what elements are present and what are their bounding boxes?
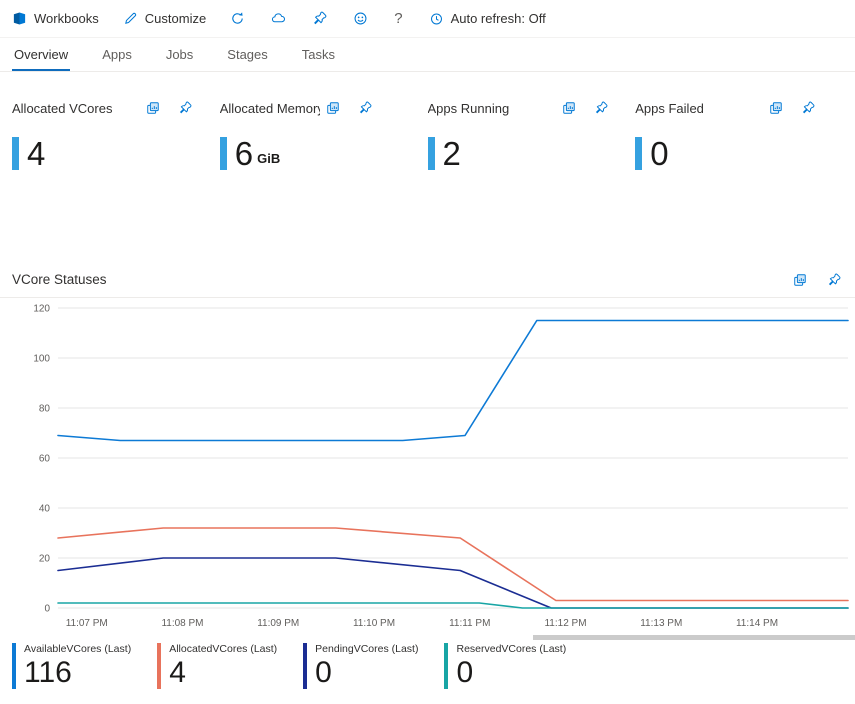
copy-icon[interactable] (146, 101, 160, 115)
legend-value: 0 (315, 656, 332, 689)
vcore-chart-svg: 0 20 40 60 80 100 120 11:07 PM 11:08 PM 11:09 PM 1… (33, 304, 849, 629)
auto-refresh-label: Auto refresh: Off (450, 11, 546, 26)
workbooks-button[interactable]: Workbooks (12, 11, 99, 26)
legend-item-3: ReservedVCores (Last) 0 (444, 643, 566, 689)
svg-text:80: 80 (39, 404, 51, 415)
tile-unit: GiB (257, 151, 281, 166)
svg-text:11:10 PM: 11:10 PM (353, 618, 395, 629)
feedback-button[interactable] (353, 11, 368, 26)
value-bar (635, 136, 643, 170)
workbooks-icon (12, 11, 27, 26)
customize-label: Customize (144, 11, 207, 26)
copy-icon[interactable] (562, 101, 576, 115)
tile-title: Allocated VCores (12, 100, 113, 116)
tile-allocated-vcores: Allocated VCores 4 (12, 98, 220, 172)
legend-label: AvailableVCores (Last) (24, 643, 132, 655)
pin-icon[interactable] (827, 273, 841, 287)
pin-icon[interactable] (594, 101, 608, 115)
legend-value: 116 (24, 656, 72, 689)
tab-apps[interactable]: Apps (102, 47, 132, 62)
svg-text:11:08 PM: 11:08 PM (161, 618, 203, 629)
pin-icon[interactable] (801, 101, 815, 115)
tile-value: 0 (650, 135, 669, 172)
pencil-icon (123, 11, 138, 26)
tile-apps-failed: Apps Failed 0 (635, 98, 843, 172)
svg-text:11:14 PM: 11:14 PM (736, 618, 778, 629)
chart-legend: AvailableVCores (Last) 116 AllocatedVCor… (0, 634, 855, 689)
legend-color-bar (12, 643, 16, 689)
tile-value: 4 (27, 135, 46, 172)
value-bar (12, 136, 19, 170)
help-button[interactable]: ? (394, 11, 402, 26)
svg-text:11:12 PM: 11:12 PM (544, 618, 586, 629)
legend-label: ReservedVCores (Last) (456, 643, 567, 655)
pin-icon[interactable] (178, 101, 192, 115)
tile-value: 6 (234, 135, 254, 172)
workbooks-label: Workbooks (34, 11, 99, 26)
toolbar: Workbooks Customize ? Auto refresh: Off (0, 0, 855, 38)
tile-title: Apps Running (427, 100, 510, 116)
tile-title: Apps Failed (635, 100, 704, 116)
svg-text:100: 100 (33, 354, 50, 365)
customize-button[interactable]: Customize (123, 11, 206, 26)
copy-icon[interactable] (769, 101, 783, 115)
metric-tiles-row: Allocated VCores 4 Allocated Memory 6 Gi… (0, 72, 855, 172)
copy-icon[interactable] (793, 273, 807, 287)
question-mark-icon: ? (394, 10, 403, 27)
vcore-chart[interactable]: 0 20 40 60 80 100 120 11:07 PM 11:08 PM 11:09 PM 1… (0, 298, 855, 634)
tile-apps-running: Apps Running 2 (427, 98, 636, 172)
legend-label: AllocatedVCores (Last) (169, 643, 278, 655)
tile-title: Allocated Memory (219, 100, 320, 116)
tile-value: 2 (442, 135, 461, 172)
svg-text:11:13 PM: 11:13 PM (640, 618, 682, 629)
legend-value: 4 (169, 656, 186, 689)
legend-color-bar (157, 643, 162, 689)
svg-text:60: 60 (39, 454, 51, 465)
section-title: VCore Statuses (12, 272, 107, 287)
legend-item-1: AllocatedVCores (Last) 4 (157, 643, 277, 689)
vcore-statuses-section: VCore Statuses 0 20 40 60 80 100 120 11:07 PM 11… (0, 272, 855, 689)
svg-text:11:11 PM: 11:11 PM (449, 618, 490, 629)
section-divider (0, 297, 855, 298)
smiley-icon (353, 11, 368, 26)
legend-value: 0 (456, 656, 474, 689)
svg-text:40: 40 (39, 504, 51, 515)
tile-allocated-memory: Allocated Memory 6 GiB (219, 98, 428, 172)
svg-text:120: 120 (33, 304, 50, 315)
legend-label: PendingVCores (Last) (315, 643, 419, 655)
tab-stages[interactable]: Stages (227, 47, 268, 62)
tab-overview[interactable]: Overview (12, 38, 71, 71)
tab-bar: Overview Apps Jobs Stages Tasks (0, 38, 855, 72)
legend-item-2: PendingVCores (Last) 0 (303, 643, 418, 689)
refresh-button[interactable] (230, 11, 245, 26)
clock-icon (429, 11, 444, 26)
legend-item-0: AvailableVCores (Last) 116 (12, 643, 131, 689)
pin-icon[interactable] (358, 101, 372, 115)
cloud-icon (271, 11, 286, 26)
svg-text:11:07 PM: 11:07 PM (66, 618, 108, 629)
svg-text:20: 20 (39, 554, 51, 565)
svg-text:0: 0 (44, 604, 50, 615)
legend-color-bar (303, 643, 308, 689)
copy-icon[interactable] (326, 101, 340, 115)
horizontal-scrollbar[interactable] (533, 635, 855, 640)
value-bar (219, 136, 227, 170)
pin-button[interactable] (312, 11, 327, 26)
auto-refresh-button[interactable]: Auto refresh: Off (429, 11, 546, 26)
pin-icon (312, 11, 327, 26)
tab-tasks[interactable]: Tasks (301, 47, 336, 62)
open-button[interactable] (271, 11, 286, 26)
svg-text:11:09 PM: 11:09 PM (257, 618, 299, 629)
tab-jobs[interactable]: Jobs (165, 47, 194, 62)
refresh-icon (230, 11, 245, 26)
value-bar (427, 136, 435, 170)
legend-color-bar (444, 643, 449, 689)
